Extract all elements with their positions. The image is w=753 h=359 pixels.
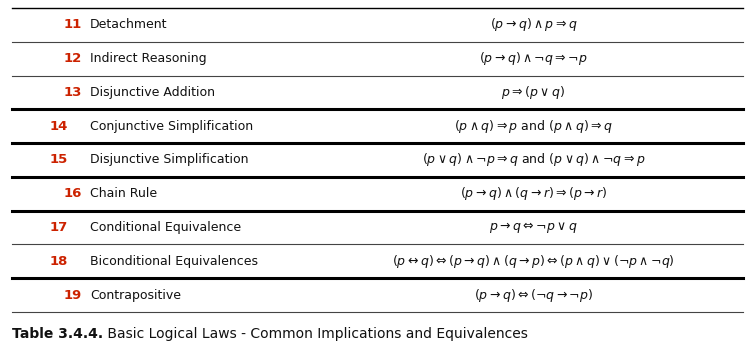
Text: $(p \leftrightarrow q) \Leftrightarrow (p \rightarrow q) \wedge (q \rightarrow p: $(p \leftrightarrow q) \Leftrightarrow (… xyxy=(392,253,675,270)
Text: $(p \rightarrow q) \wedge \neg q \Rightarrow \neg p$: $(p \rightarrow q) \wedge \neg q \Righta… xyxy=(479,50,587,67)
Text: Contrapositive: Contrapositive xyxy=(90,289,181,302)
Text: 17: 17 xyxy=(50,221,68,234)
Text: 19: 19 xyxy=(64,289,82,302)
Text: 13: 13 xyxy=(63,86,82,99)
Text: $p \rightarrow q \Leftrightarrow \neg p \vee q$: $p \rightarrow q \Leftrightarrow \neg p … xyxy=(489,220,578,235)
Text: Biconditional Equivalences: Biconditional Equivalences xyxy=(90,255,258,268)
Text: $(p \wedge q) \Rightarrow p$ and $(p \wedge q) \Rightarrow q$: $(p \wedge q) \Rightarrow p$ and $(p \we… xyxy=(454,118,613,135)
Text: Disjunctive Simplification: Disjunctive Simplification xyxy=(90,154,248,167)
Text: 11: 11 xyxy=(64,18,82,31)
Text: Detachment: Detachment xyxy=(90,18,167,31)
Text: Conditional Equivalence: Conditional Equivalence xyxy=(90,221,241,234)
Text: $(p \vee q) \wedge \neg p \Rightarrow q$ and $(p \vee q) \wedge \neg q \Rightarr: $(p \vee q) \wedge \neg p \Rightarrow q$… xyxy=(422,151,645,168)
Text: Chain Rule: Chain Rule xyxy=(90,187,157,200)
Text: 15: 15 xyxy=(50,154,68,167)
Text: Table 3.4.4.: Table 3.4.4. xyxy=(12,327,103,341)
Text: 12: 12 xyxy=(64,52,82,65)
Text: Disjunctive Addition: Disjunctive Addition xyxy=(90,86,215,99)
Text: 14: 14 xyxy=(50,120,68,133)
Text: $(p \rightarrow q) \Leftrightarrow (\neg q \rightarrow \neg p)$: $(p \rightarrow q) \Leftrightarrow (\neg… xyxy=(474,286,593,304)
Text: 18: 18 xyxy=(50,255,68,268)
Text: 16: 16 xyxy=(63,187,82,200)
Text: Indirect Reasoning: Indirect Reasoning xyxy=(90,52,206,65)
Text: Conjunctive Simplification: Conjunctive Simplification xyxy=(90,120,253,133)
Text: $(p \rightarrow q) \wedge p \Rightarrow q$: $(p \rightarrow q) \wedge p \Rightarrow … xyxy=(489,17,578,33)
Text: $p \Rightarrow (p \vee q)$: $p \Rightarrow (p \vee q)$ xyxy=(501,84,566,101)
Text: $(p \rightarrow q) \wedge (q \rightarrow r) \Rightarrow (p \rightarrow r)$: $(p \rightarrow q) \wedge (q \rightarrow… xyxy=(459,185,607,202)
Text: Basic Logical Laws - Common Implications and Equivalences: Basic Logical Laws - Common Implications… xyxy=(103,327,528,341)
